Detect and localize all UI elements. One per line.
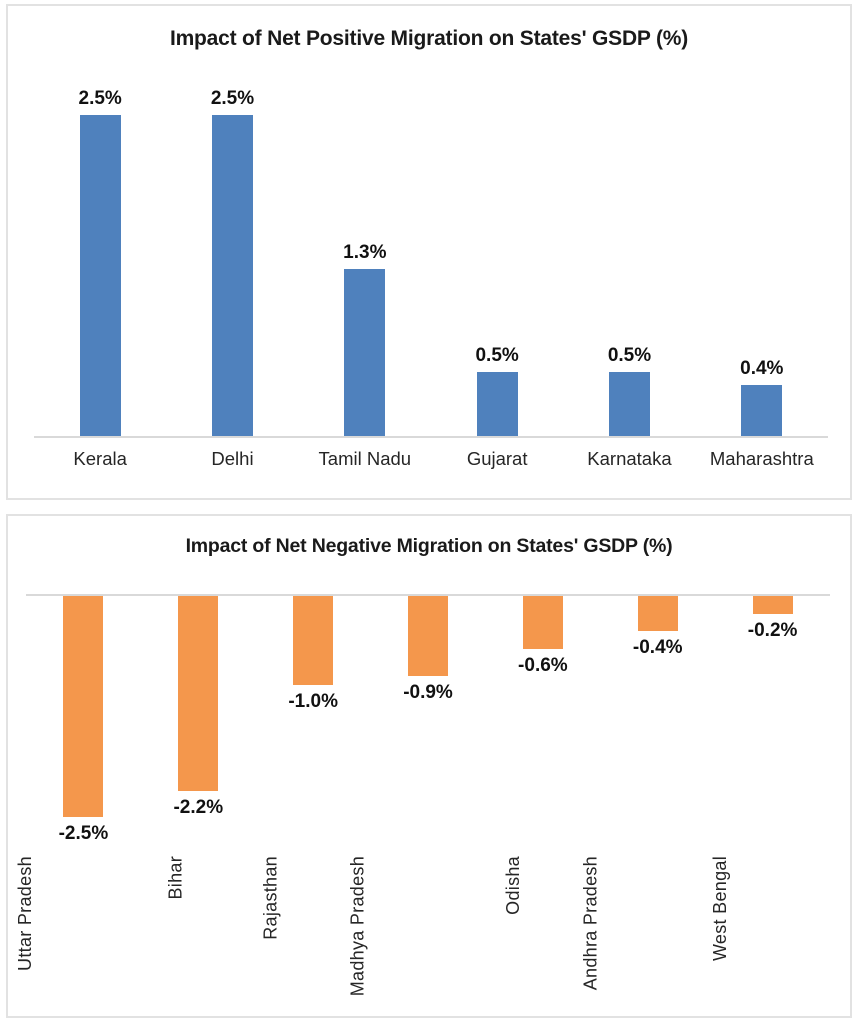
- negative-bar-slot: -0.4%: [600, 596, 715, 844]
- negative-category-label: Uttar Pradesh: [15, 856, 141, 1006]
- positive-bar-slot: 2.5%: [34, 76, 166, 436]
- positive-bar[interactable]: [344, 268, 386, 436]
- negative-category-label-text: Odisha: [502, 856, 523, 915]
- positive-migration-chart: Impact of Net Positive Migration on Stat…: [6, 4, 852, 500]
- positive-category-label: Gujarat: [466, 448, 528, 469]
- positive-bar-value-label: 2.5%: [78, 87, 122, 109]
- negative-category-label: Madhya Pradesh: [347, 856, 486, 1006]
- negative-bar-slot: -0.9%: [371, 596, 486, 844]
- positive-category-label: Tamil Nadu: [318, 448, 412, 469]
- positive-category-label: Maharashtra: [709, 448, 814, 469]
- negative-bar-value-label: -0.9%: [403, 681, 453, 703]
- negative-bar[interactable]: [752, 596, 793, 614]
- positive-category-label: Kerala: [73, 448, 127, 469]
- negative-category-label: West Bengal: [710, 856, 830, 1006]
- positive-bar[interactable]: [79, 114, 121, 436]
- negative-bar-slot: -0.2%: [715, 596, 830, 844]
- positive-category-labels: Kerala Delhi Tamil Nadu Gujarat Karnataka Mah…: [34, 448, 828, 480]
- negative-bar-slot: -1.0%: [256, 596, 371, 844]
- positive-bar-slot: 2.5%: [166, 76, 298, 436]
- positive-bar-value-label: 2.5%: [210, 87, 255, 109]
- negative-bar[interactable]: [522, 596, 563, 650]
- positive-chart-title: Impact of Net Positive Migration on Stat…: [169, 27, 689, 50]
- positive-category-label: Karnataka: [587, 448, 672, 469]
- negative-chart-title: Impact of Net Negative Migration on Stat…: [185, 535, 673, 557]
- positive-bar-value-label: 0.5%: [607, 344, 652, 366]
- negative-bar[interactable]: [63, 596, 104, 818]
- negative-bars-group: -2.5% -2.2% -1.0% -0.9% -0.6% -0.4% -0.2%: [26, 596, 830, 844]
- negative-bar[interactable]: [178, 596, 219, 791]
- positive-bar-value-label: 0.4%: [740, 357, 784, 379]
- positive-bar-slot: 0.4%: [696, 76, 828, 436]
- positive-bar[interactable]: [741, 384, 783, 436]
- negative-bar-value-label: -0.6%: [518, 655, 568, 677]
- positive-bar-slot: 0.5%: [431, 76, 563, 436]
- negative-category-label-text: Bihar: [166, 856, 187, 900]
- positive-category-label: Delhi: [211, 448, 254, 469]
- negative-bar-value-label: -2.5%: [58, 823, 109, 845]
- positive-chart-plot-area: 2.5% 2.5% 1.3% 0.5% 0.5% 0.4%: [34, 76, 828, 438]
- negative-bar-slot: -0.6%: [485, 596, 600, 844]
- positive-category-axis-line: [34, 436, 828, 438]
- negative-category-axis-line: [26, 594, 830, 596]
- positive-bar-value-label: 0.5%: [475, 344, 519, 366]
- negative-category-label-text: Madhya Pradesh: [347, 856, 368, 997]
- negative-bar[interactable]: [408, 596, 448, 676]
- positive-bar-slot: 0.5%: [563, 76, 695, 436]
- negative-bar-value-label: -0.2%: [747, 619, 798, 641]
- positive-bar-value-label: 1.3%: [343, 241, 387, 263]
- negative-category-labels: Uttar Pradesh Bihar Rajasthan Madhya Prades…: [15, 856, 830, 1006]
- negative-category-label-text: West Bengal: [709, 856, 730, 962]
- negative-bar-slot: -2.5%: [26, 596, 141, 844]
- negative-bar-slot: -2.2%: [141, 596, 256, 844]
- negative-bar-value-label: -0.4%: [632, 637, 683, 659]
- negative-category-label-text: Uttar Pradesh: [15, 856, 36, 971]
- negative-bar-value-label: -2.2%: [173, 796, 224, 818]
- negative-bar[interactable]: [637, 596, 678, 632]
- negative-category-label-text: Rajasthan: [260, 856, 281, 940]
- negative-migration-chart: Impact of Net Negative Migration on Stat…: [6, 514, 852, 1018]
- positive-bar[interactable]: [211, 114, 253, 436]
- positive-bar[interactable]: [608, 371, 650, 436]
- negative-bar-value-label: -1.0%: [288, 690, 338, 712]
- negative-chart-plot-area: -2.5% -2.2% -1.0% -0.9% -0.6% -0.4% -0.2%: [26, 594, 830, 844]
- positive-bars-group: 2.5% 2.5% 1.3% 0.5% 0.5% 0.4%: [34, 76, 828, 436]
- negative-category-label: Andhra Pradesh: [580, 856, 715, 1006]
- negative-bar[interactable]: [293, 596, 334, 685]
- positive-bar[interactable]: [476, 371, 518, 436]
- negative-category-label-text: Andhra Pradesh: [580, 856, 601, 991]
- negative-category-label: Bihar: [141, 856, 256, 1006]
- positive-bar-slot: 1.3%: [299, 76, 431, 436]
